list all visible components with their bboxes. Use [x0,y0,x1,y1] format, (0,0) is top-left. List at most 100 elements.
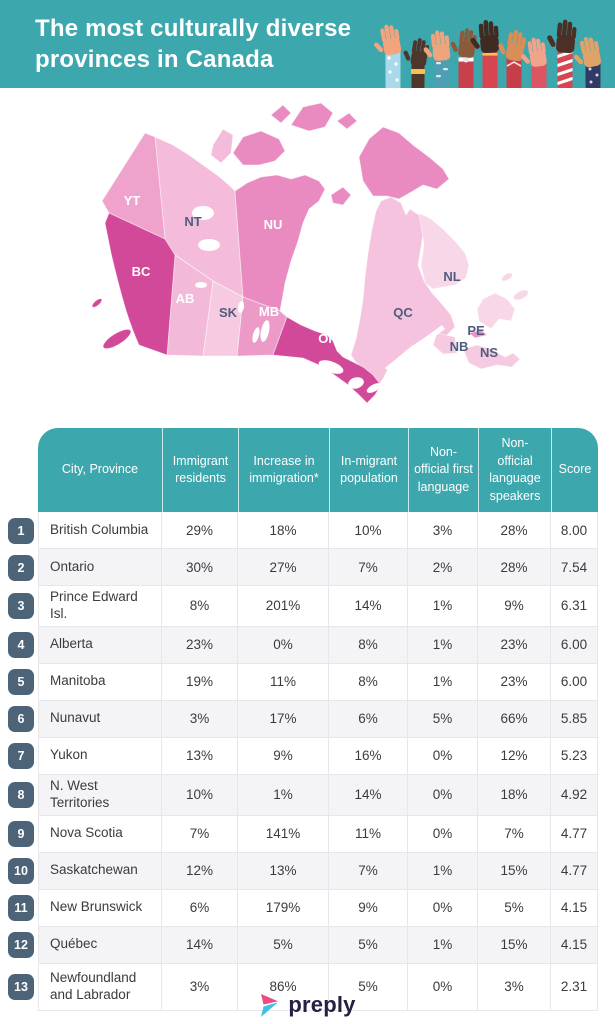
rank-badge: 12 [8,932,34,958]
table-cell: 4.92 [551,774,598,815]
table-cell: 10% [329,512,408,548]
table-cell: 6.00 [551,626,598,663]
table-header-row: City, Province Immigrant residents Increas… [38,428,598,512]
map-labels: YT NT NU BC AB SK MB ON QC NL PE NB NS [124,193,499,360]
table-cell: 6.31 [551,586,598,626]
table-cell: 23% [478,626,551,663]
table-row-line: 3 Prince Edward Isl. 8% 201% 14% 1% 9% 6.31 [8,586,608,627]
table-cell: 15% [478,852,551,889]
table-cell: 0% [408,889,478,926]
table-row: Prince Edward Isl. 8% 201% 14% 1% 9% 6.31 [38,586,598,627]
table-cell: 5% [478,889,551,926]
table-cell: 16% [329,737,408,774]
table-cell: 7% [329,549,408,585]
table-cell: 8% [329,626,408,663]
rank-badge: 5 [8,669,34,696]
map-region-bc [91,212,176,356]
table-row: British Columbia 29% 18% 10% 3% 28% 8.00 [38,512,598,549]
table-header-line: City, Province Immigrant residents Increas… [8,428,608,512]
table-row-line: 8 N. West Territories 10% 1% 14% 0% 18% 4.92 [8,774,608,816]
table-row: Saskatchewan 12% 13% 7% 1% 15% 4.77 [38,852,598,890]
table-cell: 3% [162,963,238,1010]
table-cell: 4.15 [551,889,598,926]
table-cell: 1% [408,926,478,963]
table-cell: 7% [478,815,551,852]
table-cell: 12% [162,852,238,889]
table-cell: 8.00 [551,512,598,548]
table-row-line: 7 Yukon 13% 9% 16% 0% 12% 5.23 [8,737,608,775]
table-row-line: 2 Ontario 30% 27% 7% 2% 28% 7.54 [8,549,608,586]
table-row-line: 10 Saskatchewan 12% 13% 7% 1% 15% 4.77 [8,852,608,890]
table-cell: 8% [162,586,238,626]
table-cell: 17% [238,700,329,737]
table-row: Newfoundland and Labrador 3% 86% 5% 0% 3% 2.31 [38,963,598,1011]
table-row: Nova Scotia 7% 141% 11% 0% 7% 4.77 [38,815,598,853]
table-cell: 5% [329,963,408,1010]
st-lawrence-river [385,325,445,372]
table-cell: 86% [238,963,329,1010]
map-label-nu: NU [264,217,283,232]
table-cell: 6% [162,889,238,926]
table-cell: 1% [408,586,478,626]
table-cell: 14% [329,774,408,815]
map-label-qc: QC [393,305,413,320]
table-row: N. West Territories 10% 1% 14% 0% 18% 4.92 [38,774,598,816]
table-row: Manitoba 19% 11% 8% 1% 23% 6.00 [38,663,598,701]
table-cell: 0% [408,737,478,774]
province-name-cell: Saskatchewan [38,852,162,889]
province-name-cell: Nova Scotia [38,815,162,852]
table-cell: 3% [162,700,238,737]
rank-badge: 3 [8,593,34,620]
map-label-ab: AB [176,291,195,306]
table-row-line: 12 Québec 14% 5% 5% 1% 15% 4.15 [8,926,608,964]
table-cell: 5% [408,700,478,737]
table-cell: 2% [408,549,478,585]
column-header: City, Province [61,462,139,477]
table-row-line: 4 Alberta 23% 0% 8% 1% 23% 6.00 [8,626,608,664]
canada-map: YT NT NU BC AB SK MB ON QC NL PE NB NS [91,102,529,404]
page-title: The most culturally diverse provinces in… [35,13,351,75]
table-cell: 3% [478,963,551,1010]
table-cell: 12% [478,737,551,774]
column-header: Non-official language speakers [478,428,551,512]
table-cell: 14% [162,926,238,963]
table-row-line: 9 Nova Scotia 7% 141% 11% 0% 7% 4.77 [8,815,608,853]
map-label-pe: PE [467,323,485,338]
table-row: Yukon 13% 9% 16% 0% 12% 5.23 [38,737,598,775]
table-cell: 4.77 [551,815,598,852]
table-row: Alberta 23% 0% 8% 1% 23% 6.00 [38,626,598,664]
table-cell: 201% [238,586,329,626]
rank-badge: 13 [8,974,34,1000]
table-cell: 1% [408,663,478,700]
rank-badge: 9 [8,821,34,847]
table-row-line: 1 British Columbia 29% 18% 10% 3% 28% 8.00 [8,512,608,549]
footer: preply [0,992,615,1018]
province-name-cell: New Brunswick [38,889,162,926]
lakes [192,206,445,393]
rank-badge: 6 [8,706,34,733]
title-line-2: provinces in Canada [35,46,274,73]
table-cell: 5% [238,926,329,963]
newfoundland-island [476,292,516,330]
table-cell: 5.23 [551,737,598,774]
rank-badge: 7 [8,743,34,770]
province-name-cell: Ontario [38,549,162,585]
rank-badge: 10 [8,858,34,884]
table-cell: 18% [478,774,551,815]
province-name-cell: British Columbia [38,512,162,548]
rank-badge: 11 [8,895,34,921]
preply-logo[interactable]: preply [259,992,355,1018]
table-cell: 23% [162,626,238,663]
map-label-bc: BC [132,264,151,279]
ellesmere-island [290,102,334,132]
table-cell: 5.85 [551,700,598,737]
province-name-cell: N. West Territories [38,774,162,815]
table-row: Québec 14% 5% 5% 1% 15% 4.15 [38,926,598,964]
table-cell: 1% [408,852,478,889]
table-cell: 1% [408,626,478,663]
table-cell: 7% [162,815,238,852]
map-label-nb: NB [450,339,469,354]
table-row: New Brunswick 6% 179% 9% 0% 5% 4.15 [38,889,598,927]
table-cell: 6.00 [551,663,598,700]
map-label-nl: NL [443,269,460,284]
